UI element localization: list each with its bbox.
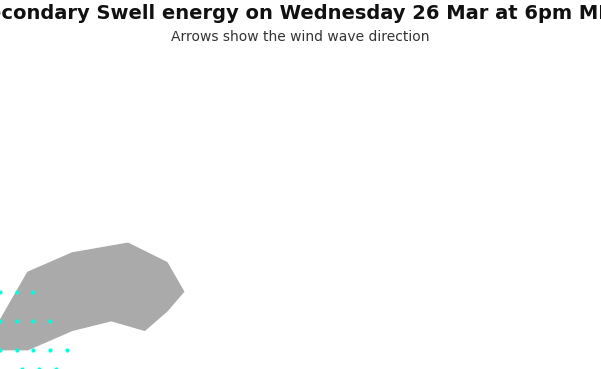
Polygon shape — [0, 243, 184, 350]
Text: Secondary Swell energy on Wednesday 26 Mar at 6pm MDT: Secondary Swell energy on Wednesday 26 M… — [0, 4, 601, 24]
Text: Arrows show the wind wave direction: Arrows show the wind wave direction — [171, 30, 430, 44]
